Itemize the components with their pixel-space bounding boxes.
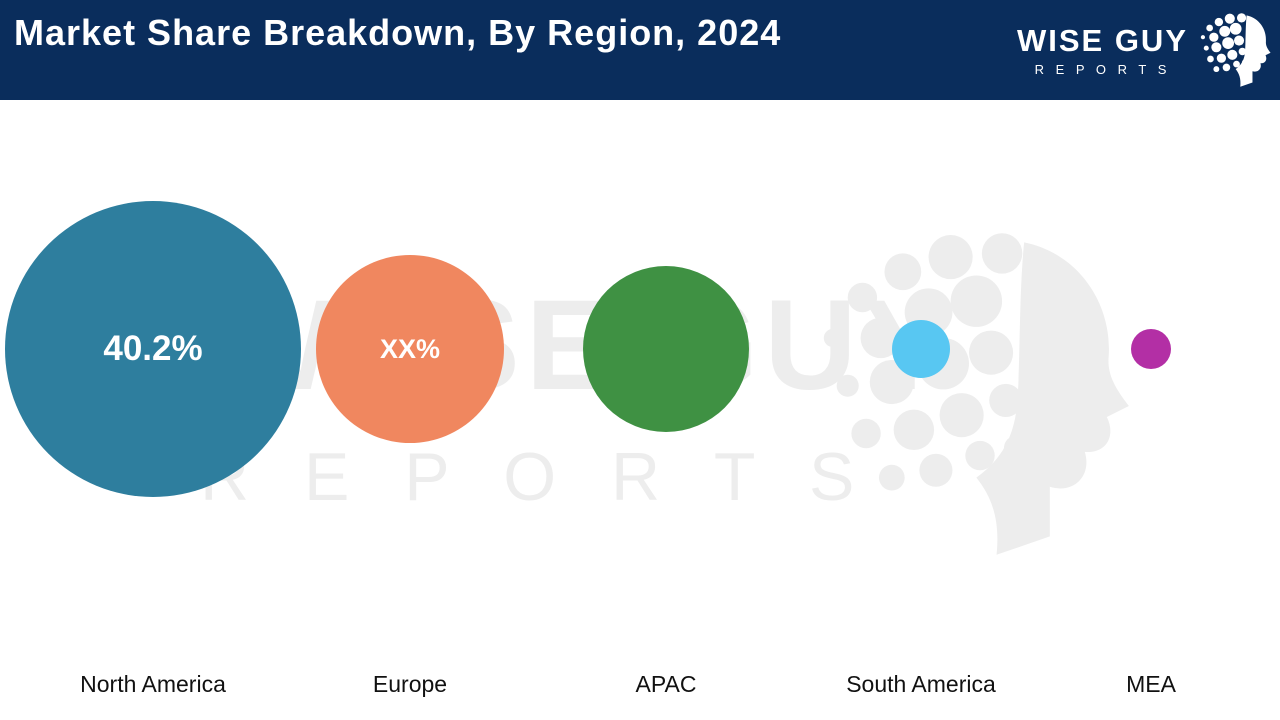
region-label-europe: Europe [372,671,448,697]
chart-title: Market Share Breakdown, By Region, 2024 [14,12,782,53]
bubble-north-america: 40.2% [5,201,301,497]
region-label-mea: MEA [1126,671,1176,697]
header-bar: Market Share Breakdown, By Region, 2024 … [0,0,1280,100]
wise-guy-reports-logo: WISE GUY R E P O R T S [1017,0,1276,100]
bubble-north-america-value: 40.2% [103,329,203,368]
region-label-apac: APAC [635,671,697,697]
bubble-apac [583,266,749,432]
logo-reports-text: R E P O R T S [1034,62,1171,77]
logo-wise-guy-text: WISE GUY [1016,23,1188,58]
logo-head-profile-icon [1200,13,1271,87]
region-label-south-america: South America [846,671,996,697]
logo-text-block: WISE GUY R E P O R T S [1017,23,1188,77]
bubble-south-america [892,320,950,378]
bubble-europe: XX% [316,255,504,443]
bubble-europe-value: XX% [379,333,441,364]
region-label-north-america: North America [80,671,226,697]
watermark-reports-text: R E P O R T S [200,439,873,515]
watermark-head-profile-icon [823,233,1129,555]
bubble-mea [1131,329,1171,369]
